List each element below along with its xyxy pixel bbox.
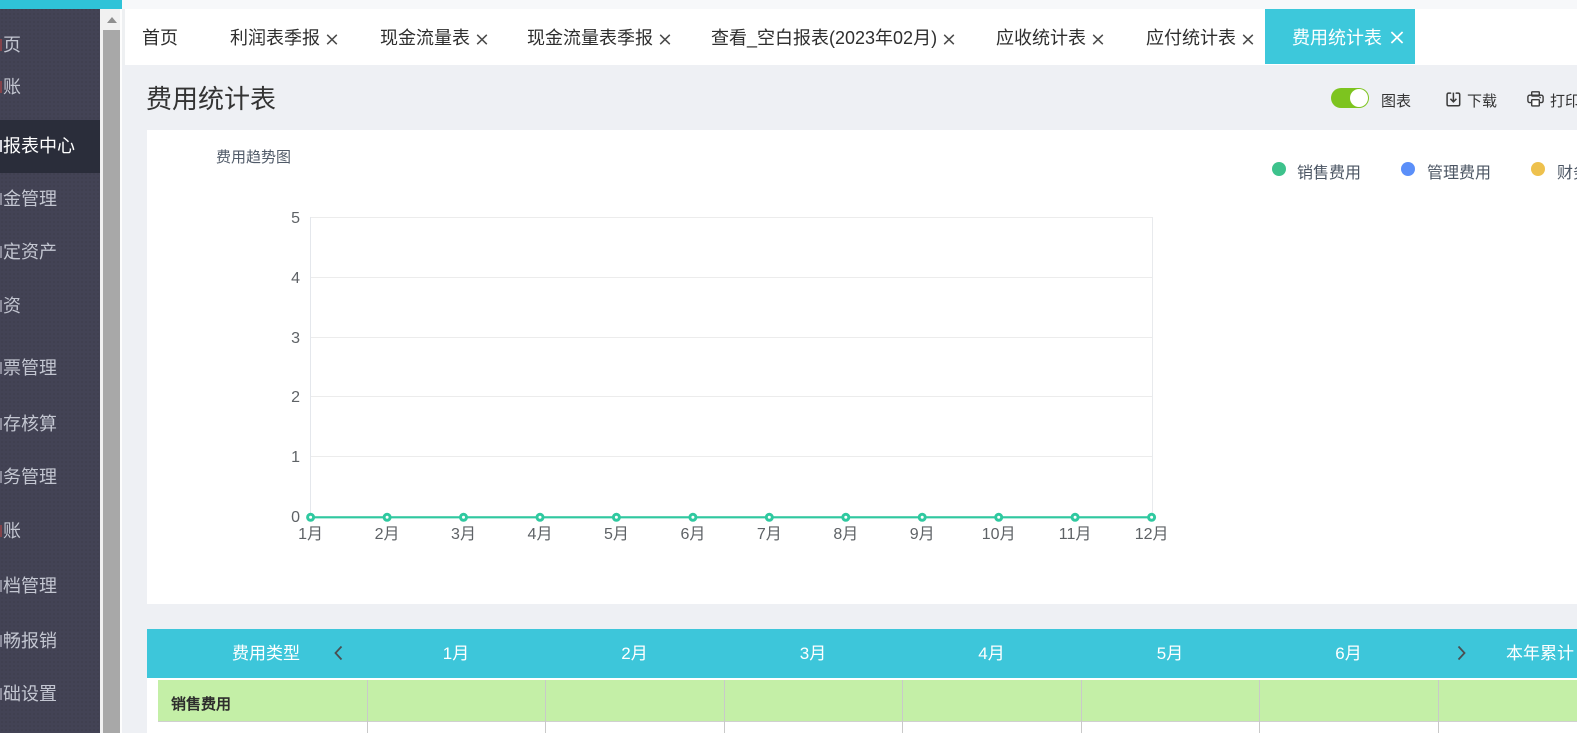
svg-text:8月: 8月 — [833, 526, 858, 543]
svg-text:5月: 5月 — [604, 526, 629, 543]
svg-text:11月: 11月 — [1059, 526, 1092, 543]
svg-text:4: 4 — [291, 270, 300, 287]
svg-text:7月: 7月 — [757, 526, 782, 543]
svg-text:1: 1 — [291, 449, 300, 466]
svg-text:6月: 6月 — [680, 526, 705, 543]
svg-text:2月: 2月 — [375, 526, 400, 543]
svg-text:1月: 1月 — [298, 526, 323, 543]
svg-text:4月: 4月 — [528, 526, 553, 543]
svg-text:3月: 3月 — [451, 526, 476, 543]
svg-text:3: 3 — [291, 330, 300, 347]
svg-text:5: 5 — [291, 210, 300, 227]
svg-text:12月: 12月 — [1135, 526, 1169, 543]
svg-text:9月: 9月 — [910, 526, 935, 543]
svg-text:0: 0 — [291, 509, 300, 526]
svg-text:2: 2 — [291, 389, 300, 406]
svg-text:10月: 10月 — [982, 526, 1016, 543]
